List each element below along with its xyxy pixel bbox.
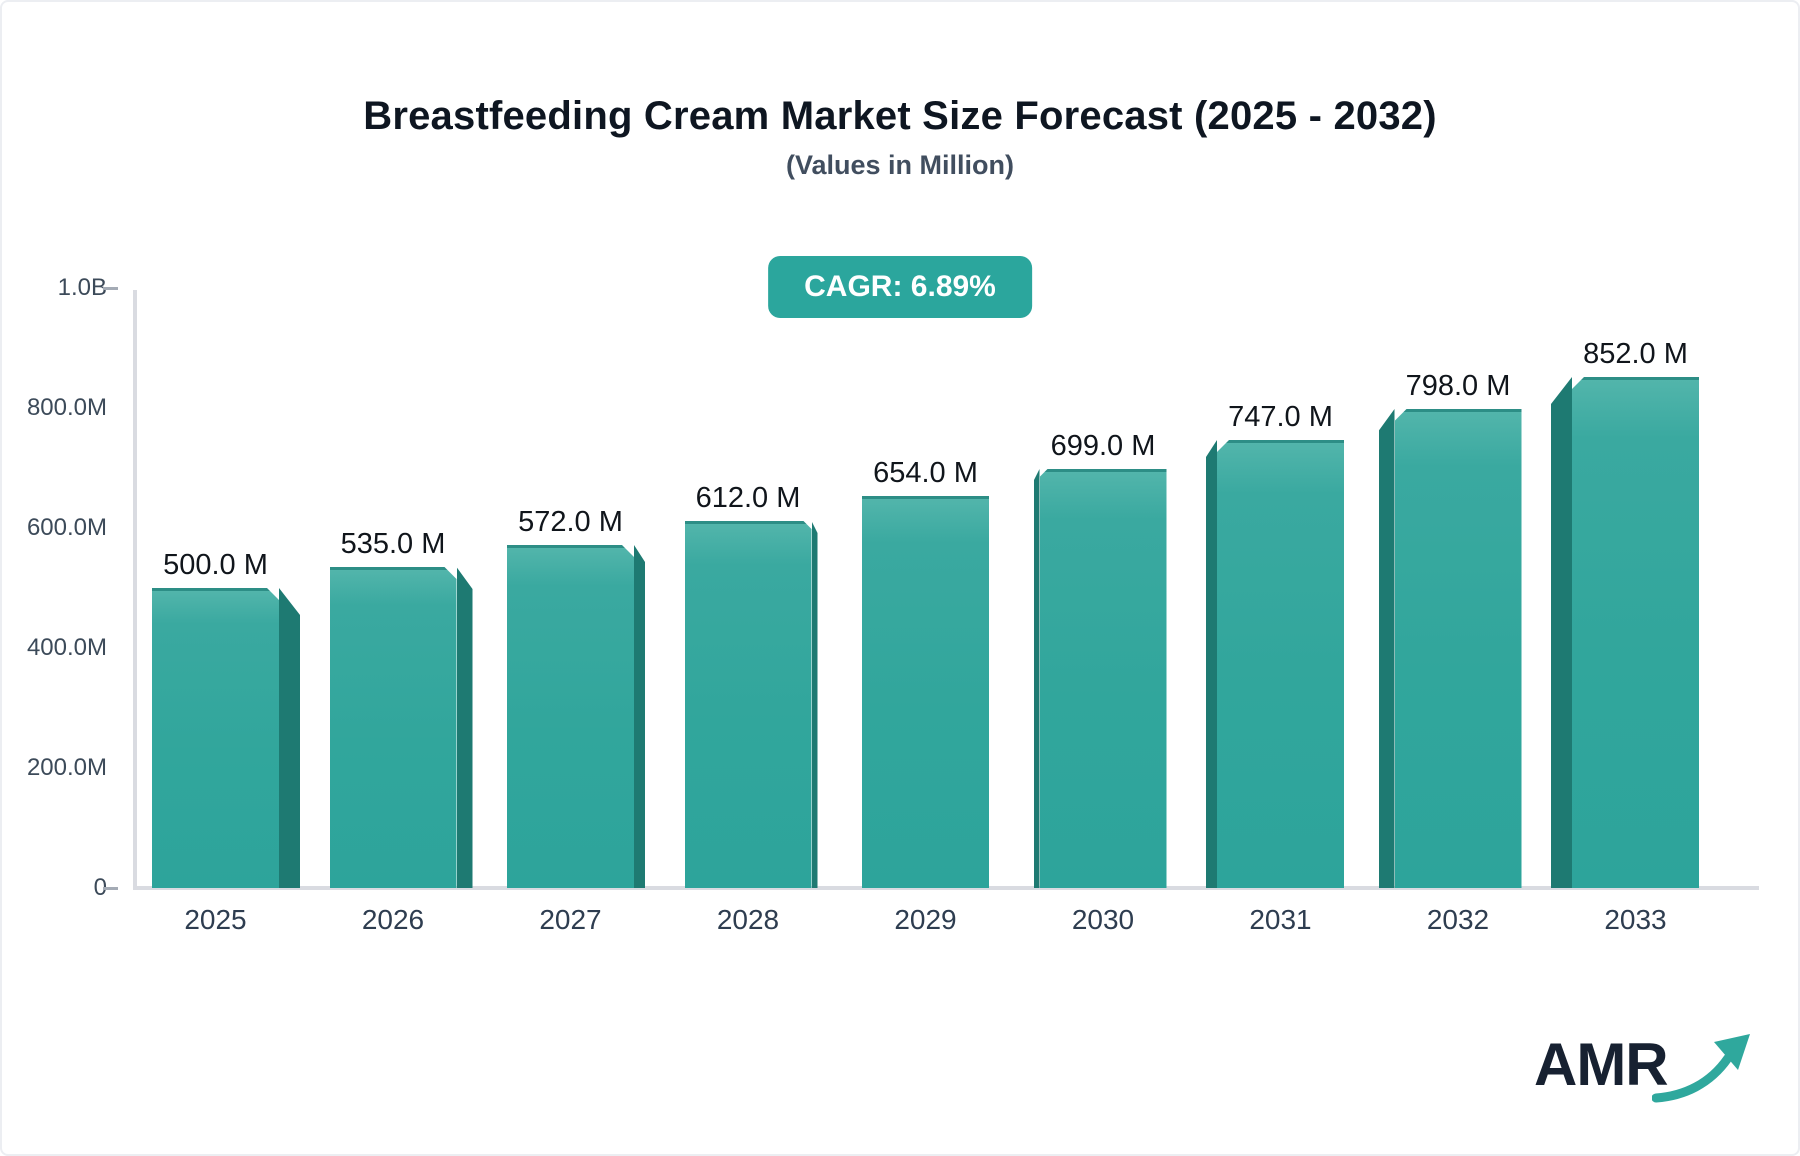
- x-axis-baseline: [133, 886, 1759, 890]
- bar-face-2028: [685, 521, 812, 888]
- bar-side-2030: [1033, 469, 1040, 888]
- amr-logo-text: AMR: [1534, 1031, 1669, 1098]
- y-tick-label-1.0B: 1.0B: [57, 274, 107, 301]
- y-tick-label-800.0M: 800.0M: [26, 394, 107, 421]
- bar-value-label-2025: 500.0 M: [163, 549, 268, 581]
- bar-side-2031: [1206, 440, 1217, 888]
- x-axis-label-2033: 2033: [1604, 904, 1667, 935]
- y-tick-label-400.0M: 400.0M: [26, 634, 107, 661]
- y-tick-mark: [103, 286, 118, 290]
- bar-value-label-2028: 612.0 M: [695, 482, 801, 514]
- bar-face-2029: [862, 496, 989, 888]
- bar-value-label-2029: 654.0 M: [873, 457, 978, 489]
- y-tick-label-0: 0: [93, 874, 107, 901]
- bar-face-2027: [507, 545, 634, 888]
- bar-side-2033: [1551, 377, 1572, 888]
- x-axis-label-2028: 2028: [716, 904, 780, 935]
- bar-value-label-2026: 535.0 M: [340, 528, 446, 560]
- trend-up-arrow-icon: [1651, 1034, 1750, 1103]
- bar-face-2030: [1039, 469, 1167, 888]
- x-axis-label-2025: 2025: [184, 904, 247, 935]
- y-tick-label-600.0M: 600.0M: [26, 514, 107, 541]
- y-tick-label-200.0M: 200.0M: [26, 754, 107, 781]
- bar-face-2031: [1217, 440, 1344, 888]
- bar-side-2025: [279, 588, 300, 888]
- bar-face-2033: [1572, 377, 1699, 888]
- x-axis-label-2032: 2032: [1426, 904, 1490, 935]
- bar-value-label-2027: 572.0 M: [518, 506, 623, 538]
- bar-side-2027: [634, 545, 645, 888]
- amr-logo: AMR: [1534, 1031, 1756, 1112]
- x-axis-label-2027: 2027: [539, 904, 602, 935]
- bar-side-2026: [456, 567, 473, 888]
- bar-side-2028: [811, 521, 818, 888]
- chart-title: Breastfeeding Cream Market Size Forecast…: [363, 94, 1437, 138]
- bar-face-2026: [330, 567, 457, 888]
- bar-side-2032: [1378, 409, 1395, 888]
- cagr-badge: CAGR: 6.89%: [768, 256, 1032, 318]
- chart-subtitle: (Values in Million): [785, 150, 1015, 180]
- bar-value-label-2033: 852.0 M: [1583, 338, 1688, 370]
- bar-value-label-2031: 747.0 M: [1228, 401, 1333, 433]
- x-axis-label-2026: 2026: [361, 904, 425, 935]
- y-tick-mark: [103, 886, 118, 890]
- bar-value-label-2032: 798.0 M: [1405, 370, 1511, 402]
- y-axis-line: [133, 290, 137, 888]
- bar-value-label-2030: 699.0 M: [1050, 430, 1156, 462]
- x-axis-label-2031: 2031: [1249, 904, 1312, 935]
- x-axis-label-2029: 2029: [894, 904, 957, 935]
- x-axis-label-2030: 2030: [1071, 904, 1135, 935]
- bar-face-2032: [1394, 409, 1522, 888]
- bar-face-2025: [152, 588, 279, 888]
